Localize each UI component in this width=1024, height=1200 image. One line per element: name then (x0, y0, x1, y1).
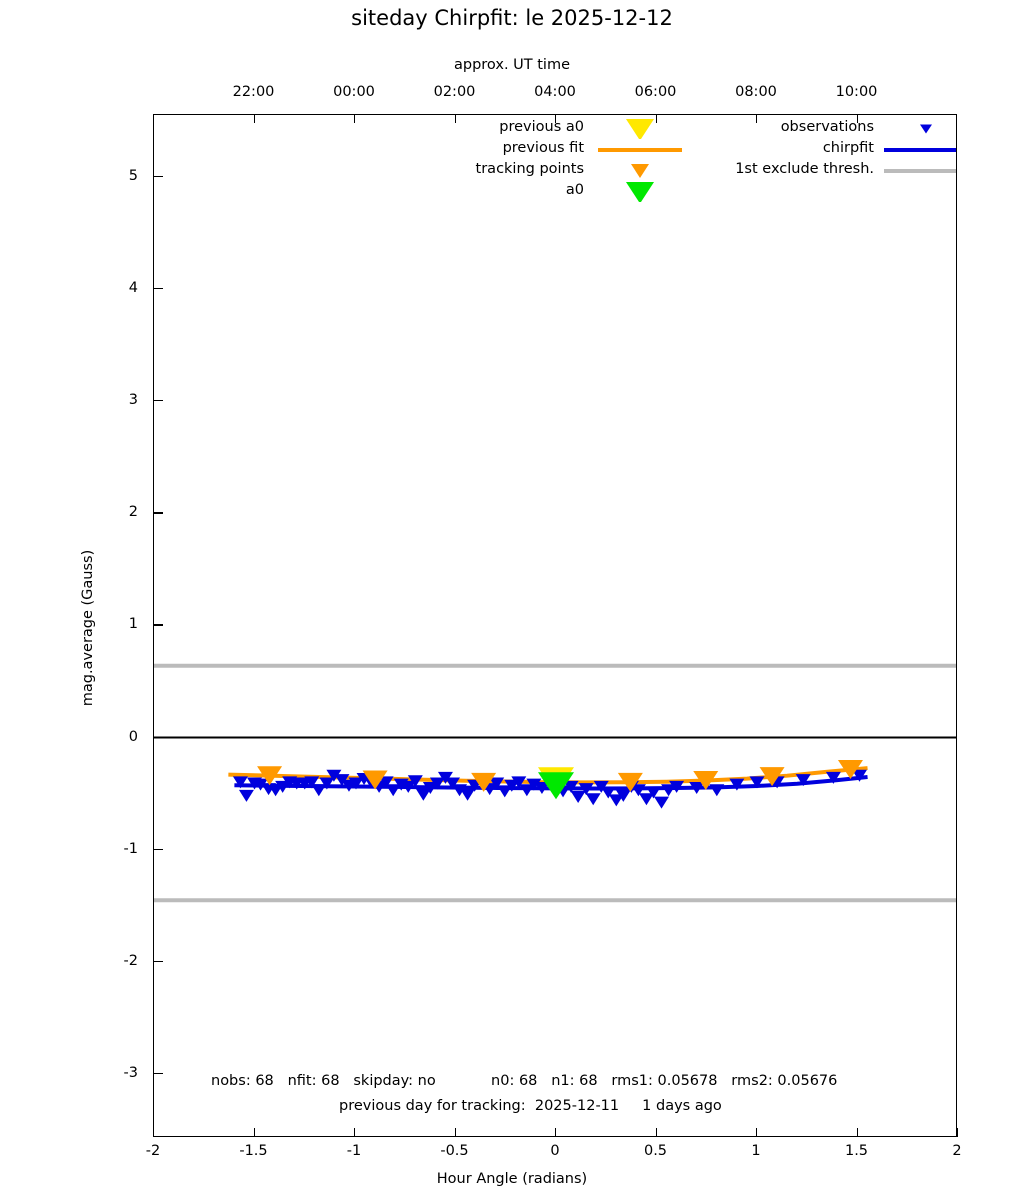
tick-mark (153, 512, 163, 514)
tick-mark (454, 1128, 456, 1137)
legend-marker-triangle-down-tiny (882, 119, 956, 139)
plot-canvas (154, 663, 956, 903)
x-tick-label: 1 (751, 1143, 761, 1159)
legend-marker-line (882, 140, 956, 160)
legend-label: a0 (565, 182, 584, 198)
tick-mark (957, 1128, 959, 1137)
tick-mark (354, 1128, 356, 1137)
y-tick-label: 5 (128, 167, 138, 184)
y-tick-label: -1 (123, 840, 138, 857)
tick-mark (756, 114, 758, 123)
tick-mark (555, 114, 557, 123)
tick-mark (454, 114, 456, 123)
x-tick-label: -1 (346, 1143, 362, 1159)
tick-mark (253, 1128, 255, 1137)
a0-marker (538, 772, 574, 800)
tick-mark (153, 960, 163, 963)
y-tick-label: -3 (123, 1065, 138, 1082)
footer-line-1: nobs: 68 nfit: 68 skipday: no n0: 68 n1:… (211, 1073, 838, 1089)
footer-line-2: previous day for tracking: 2025-12-11 1 … (339, 1098, 722, 1114)
tick-mark (655, 1128, 657, 1137)
tick-mark (655, 114, 657, 123)
legend-label: previous fit (502, 140, 584, 156)
y-tick-label: 3 (128, 392, 138, 409)
plot-area: previous a0 previous fit tracking points a0… (153, 114, 957, 1137)
x-tick-label: -0.5 (440, 1143, 469, 1159)
legend-marker-triangle-down-large (596, 180, 684, 204)
y-tick-label: 1 (128, 616, 138, 633)
tick-mark (153, 624, 163, 626)
tick-mark (856, 114, 858, 123)
y-tick-label: 0 (128, 728, 138, 745)
y-tick-label: -2 (123, 952, 138, 969)
x-axis-label: Hour Angle (radians) (436, 1171, 588, 1187)
tick-mark (153, 848, 163, 851)
legend-marker-triangle-down-small (596, 161, 684, 181)
top-tick-label: 10:00 (835, 84, 878, 100)
top-axis-label: approx. UT time (454, 57, 570, 73)
tick-mark (153, 175, 163, 178)
legend-label: tracking points (475, 161, 584, 177)
legend-marker-line (882, 161, 956, 181)
legend-marker-line (596, 140, 684, 160)
tick-mark (756, 1128, 758, 1137)
top-tick-label: 02:00 (433, 84, 476, 100)
top-tick-label: 22:00 (232, 84, 275, 100)
tick-mark (153, 736, 163, 738)
legend-label: observations (780, 119, 874, 135)
x-tick-label: -2 (145, 1143, 161, 1159)
tick-mark (153, 1073, 163, 1075)
legend-label: previous a0 (499, 119, 584, 135)
tick-mark (856, 1128, 858, 1137)
y-tick-label: 4 (128, 279, 138, 296)
legend-label: 1st exclude thresh. (735, 161, 874, 177)
legend-marker-triangle-down-large (596, 117, 684, 141)
top-tick-label: 06:00 (634, 84, 677, 100)
legend-label: chirpfit (822, 140, 874, 156)
x-tick-label: 2 (952, 1143, 962, 1159)
tick-mark (555, 1128, 557, 1137)
x-tick-label: 0.5 (643, 1143, 668, 1159)
tick-mark (153, 287, 163, 290)
tick-mark (354, 114, 356, 123)
x-tick-label: -1.5 (239, 1143, 268, 1159)
tick-mark (153, 400, 163, 402)
top-tick-label: 08:00 (735, 84, 777, 100)
x-tick-label: 1.5 (844, 1143, 869, 1159)
tick-mark (253, 114, 255, 123)
page-title: siteday Chirpfit: le 2025-12-12 (351, 6, 673, 30)
tick-mark (153, 1128, 155, 1137)
top-tick-label: 00:00 (333, 84, 375, 100)
y-tick-label: 2 (128, 504, 138, 521)
threshold-lines (154, 663, 956, 903)
top-tick-label: 04:00 (534, 84, 576, 100)
x-tick-label: 0 (550, 1143, 560, 1159)
